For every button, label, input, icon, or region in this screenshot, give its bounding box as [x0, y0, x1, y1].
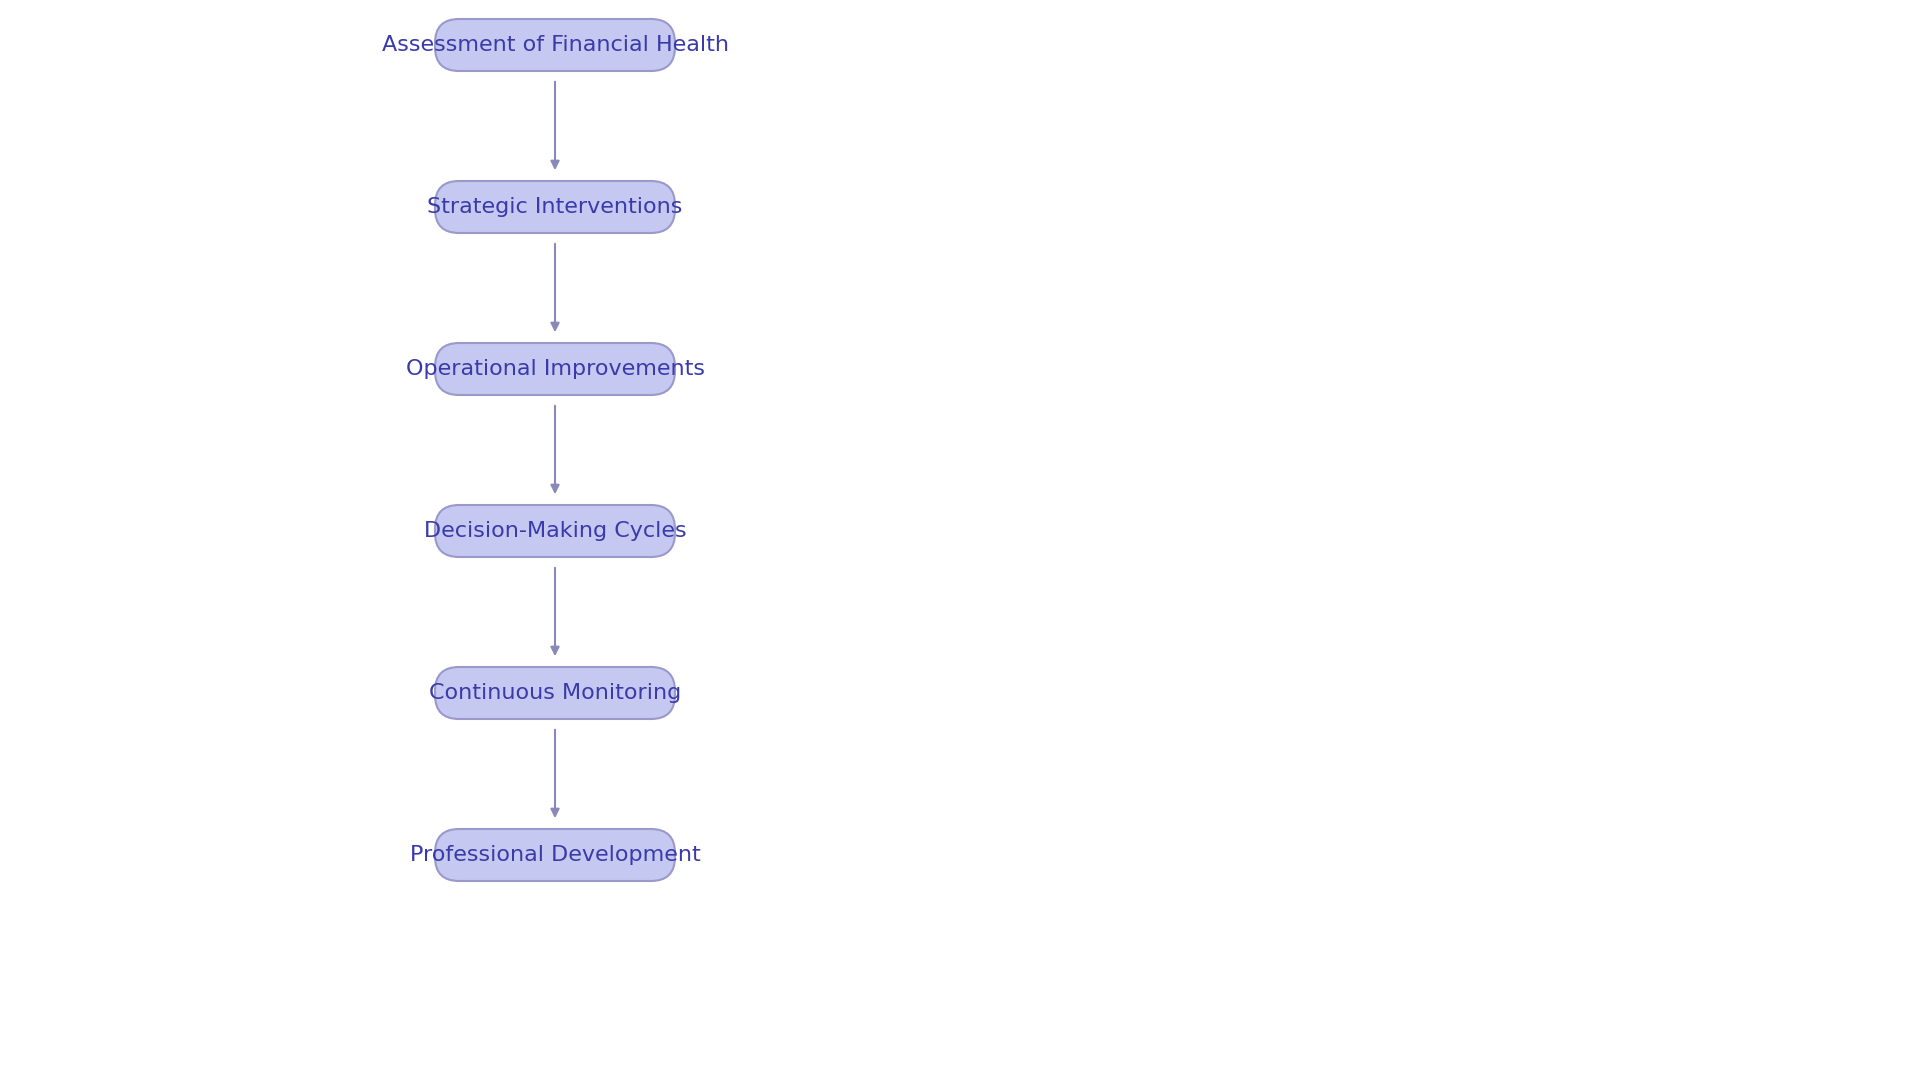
Text: Professional Development: Professional Development — [409, 845, 701, 865]
Text: Strategic Interventions: Strategic Interventions — [428, 197, 684, 217]
FancyBboxPatch shape — [436, 828, 676, 880]
Text: Continuous Monitoring: Continuous Monitoring — [428, 683, 682, 703]
FancyBboxPatch shape — [436, 343, 676, 395]
Text: Operational Improvements: Operational Improvements — [405, 358, 705, 379]
Text: Decision-Making Cycles: Decision-Making Cycles — [424, 521, 685, 542]
FancyBboxPatch shape — [436, 505, 676, 557]
FancyBboxPatch shape — [436, 667, 676, 719]
FancyBboxPatch shape — [436, 19, 676, 71]
Text: Assessment of Financial Health: Assessment of Financial Health — [382, 35, 728, 55]
FancyBboxPatch shape — [436, 181, 676, 233]
